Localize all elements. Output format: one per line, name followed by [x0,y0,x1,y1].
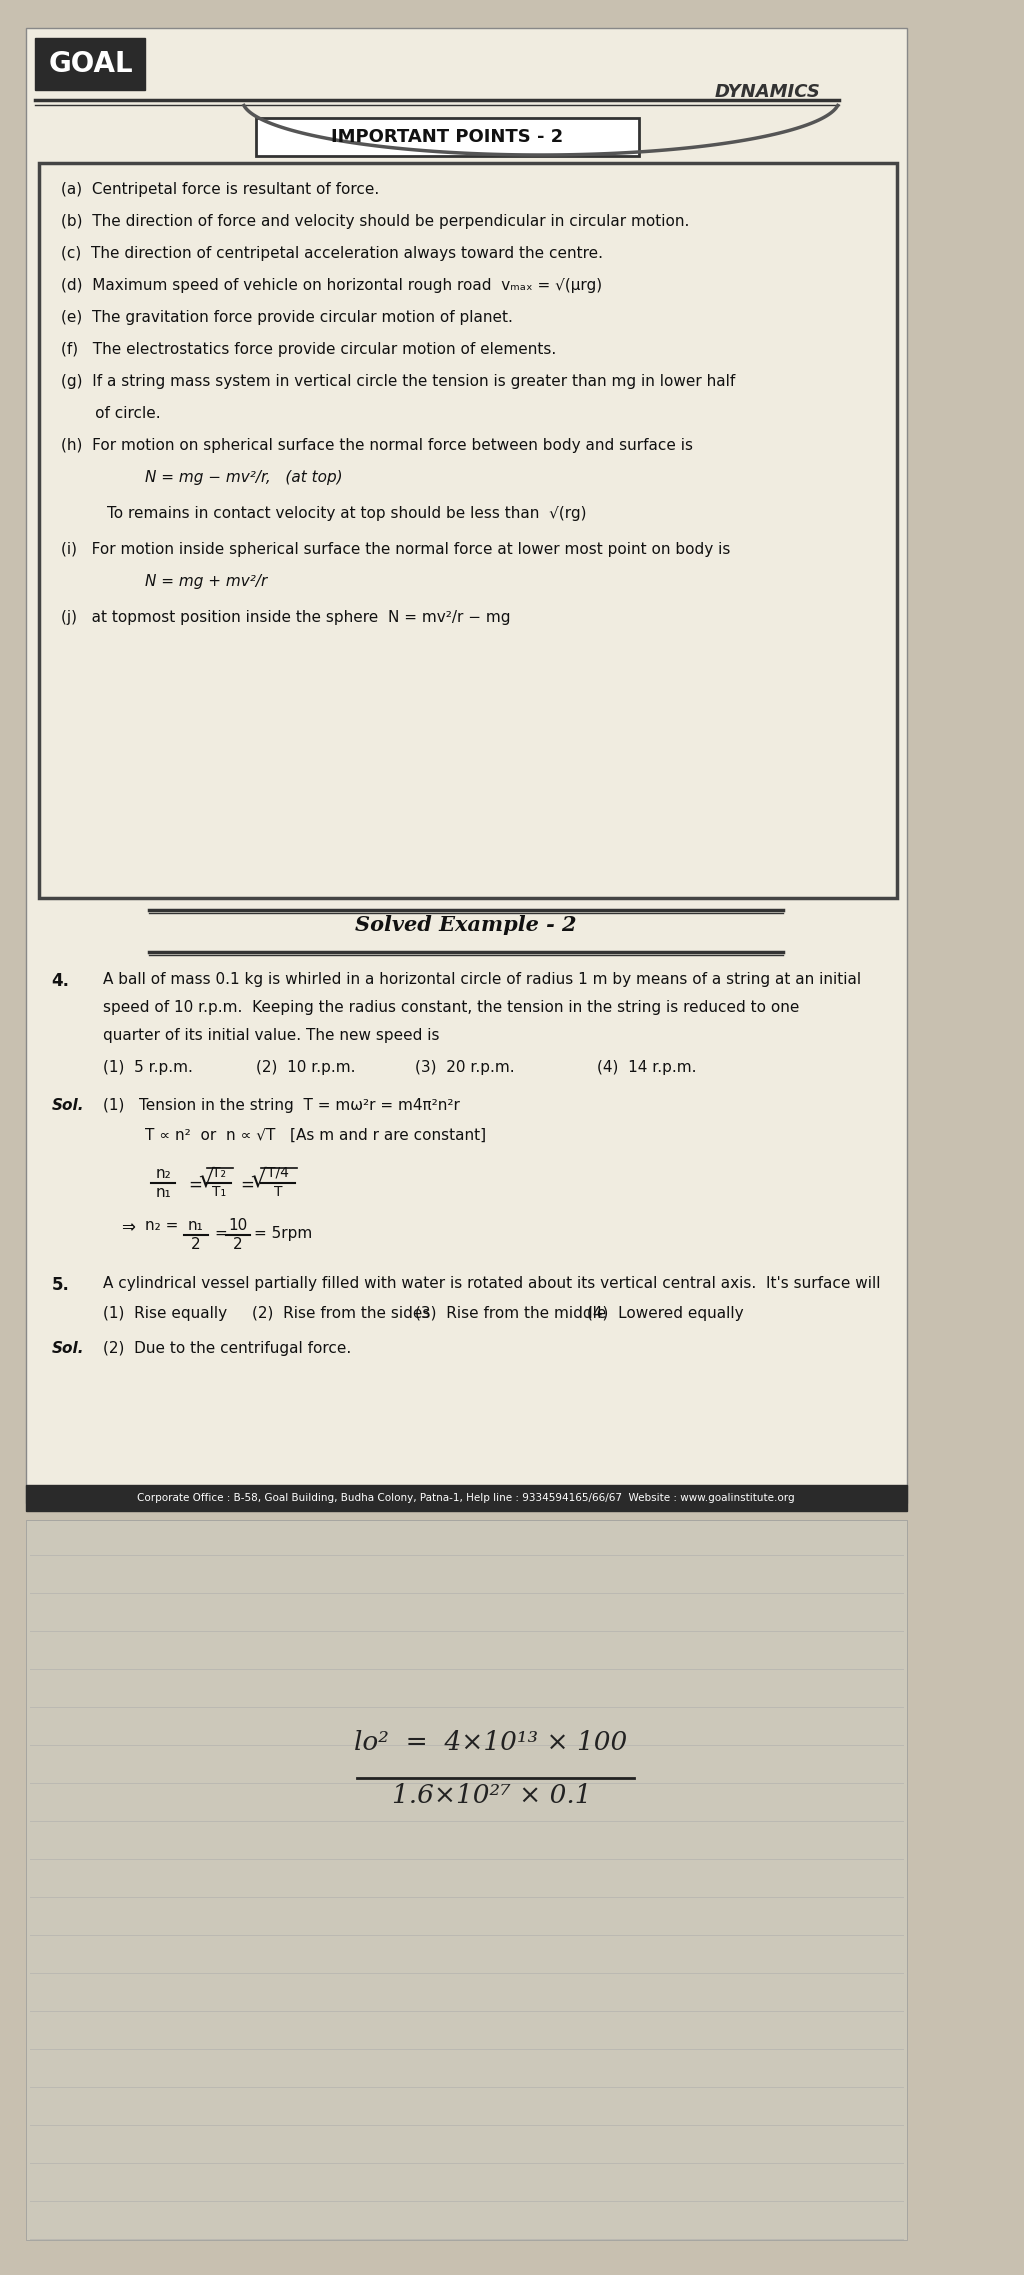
Text: n₁: n₁ [156,1185,171,1199]
Text: (j)   at topmost position inside the sphere  N = mv²/r − mg: (j) at topmost position inside the spher… [60,610,510,626]
Text: of circle.: of circle. [60,405,160,421]
Text: =: = [214,1226,227,1240]
Text: 1.6×10²⁷ × 0.1: 1.6×10²⁷ × 0.1 [391,1784,591,1809]
Text: To remains in contact velocity at top should be less than  √(rg): To remains in contact velocity at top sh… [108,505,587,521]
Text: Sol.: Sol. [51,1099,84,1112]
Text: 2: 2 [233,1238,243,1251]
Text: T: T [273,1185,283,1199]
Text: n₂: n₂ [156,1167,171,1181]
FancyBboxPatch shape [26,1486,907,1511]
Text: N = mg − mv²/r,   (at top): N = mg − mv²/r, (at top) [144,471,342,485]
Text: lo²  =  4×10¹³ × 100: lo² = 4×10¹³ × 100 [354,1729,628,1754]
Text: (4)  14 r.p.m.: (4) 14 r.p.m. [597,1060,696,1076]
Text: √: √ [250,1167,266,1192]
Text: A ball of mass 0.1 kg is whirled in a horizontal circle of radius 1 m by means o: A ball of mass 0.1 kg is whirled in a ho… [102,971,861,987]
Text: speed of 10 r.p.m.  Keeping the radius constant, the tension in the string is re: speed of 10 r.p.m. Keeping the radius co… [102,1001,799,1015]
Text: (i)   For motion inside spherical surface the normal force at lower most point o: (i) For motion inside spherical surface … [60,541,730,557]
Text: (g)  If a string mass system in vertical circle the tension is greater than mg i: (g) If a string mass system in vertical … [60,373,735,389]
Text: n₁: n₁ [188,1217,204,1233]
Text: Sol.: Sol. [51,1340,84,1356]
Text: T₂: T₂ [212,1167,226,1181]
Text: (1)  5 r.p.m.: (1) 5 r.p.m. [102,1060,193,1076]
Text: (1)   Tension in the string  T = mω²r = m4π²n²r: (1) Tension in the string T = mω²r = m4π… [102,1099,460,1112]
Text: (2)  Rise from the sides: (2) Rise from the sides [252,1306,430,1322]
Text: (3)  Rise from the middle: (3) Rise from the middle [415,1306,606,1322]
Text: n₂ =: n₂ = [144,1217,178,1233]
Text: N = mg + mv²/r: N = mg + mv²/r [144,573,267,589]
Text: 2: 2 [191,1238,201,1251]
Text: (a)  Centripetal force is resultant of force.: (a) Centripetal force is resultant of fo… [60,182,379,198]
Text: (e)  The gravitation force provide circular motion of planet.: (e) The gravitation force provide circul… [60,309,512,325]
Text: =: = [188,1176,202,1194]
Text: √: √ [199,1167,214,1192]
Text: (c)  The direction of centripetal acceleration always toward the centre.: (c) The direction of centripetal acceler… [60,246,602,262]
FancyBboxPatch shape [36,39,145,91]
Text: (1)  Rise equally: (1) Rise equally [102,1306,226,1322]
FancyBboxPatch shape [39,164,897,899]
Text: 4.: 4. [51,971,70,990]
Text: A cylindrical vessel partially filled with water is rotated about its vertical c: A cylindrical vessel partially filled wi… [102,1276,880,1290]
Text: (d)  Maximum speed of vehicle on horizontal rough road  vₘₐₓ = √(μrg): (d) Maximum speed of vehicle on horizont… [60,278,602,293]
Text: (2)  Due to the centrifugal force.: (2) Due to the centrifugal force. [102,1340,351,1356]
Text: Solved Example - 2: Solved Example - 2 [355,915,577,935]
Text: Corporate Office : B-58, Goal Building, Budha Colony, Patna-1, Help line : 93345: Corporate Office : B-58, Goal Building, … [137,1492,795,1504]
Text: T/4: T/4 [267,1167,289,1181]
Text: T ∝ n²  or  n ∝ √T   [As m and r are constant]: T ∝ n² or n ∝ √T [As m and r are constan… [144,1128,485,1142]
Text: (2)  10 r.p.m.: (2) 10 r.p.m. [256,1060,356,1076]
Text: (h)  For motion on spherical surface the normal force between body and surface i: (h) For motion on spherical surface the … [60,439,692,453]
Text: quarter of its initial value. The new speed is: quarter of its initial value. The new sp… [102,1028,439,1042]
Text: =: = [241,1176,254,1194]
Text: = 5rpm: = 5rpm [254,1226,312,1240]
Text: (b)  The direction of force and velocity should be perpendicular in circular mot: (b) The direction of force and velocity … [60,214,689,230]
FancyBboxPatch shape [26,27,907,1504]
FancyBboxPatch shape [26,1520,907,2241]
Text: DYNAMICS: DYNAMICS [715,82,820,100]
Text: IMPORTANT POINTS - 2: IMPORTANT POINTS - 2 [332,127,563,146]
Text: (3)  20 r.p.m.: (3) 20 r.p.m. [415,1060,515,1076]
Text: 10: 10 [228,1217,248,1233]
Text: (f)   The electrostatics force provide circular motion of elements.: (f) The electrostatics force provide cir… [60,341,556,357]
Text: 5.: 5. [51,1276,70,1294]
Text: GOAL: GOAL [48,50,133,77]
FancyBboxPatch shape [256,118,639,157]
Text: ⇒: ⇒ [121,1217,135,1235]
Text: (4)  Lowered equally: (4) Lowered equally [588,1306,744,1322]
Text: T₁: T₁ [212,1185,226,1199]
